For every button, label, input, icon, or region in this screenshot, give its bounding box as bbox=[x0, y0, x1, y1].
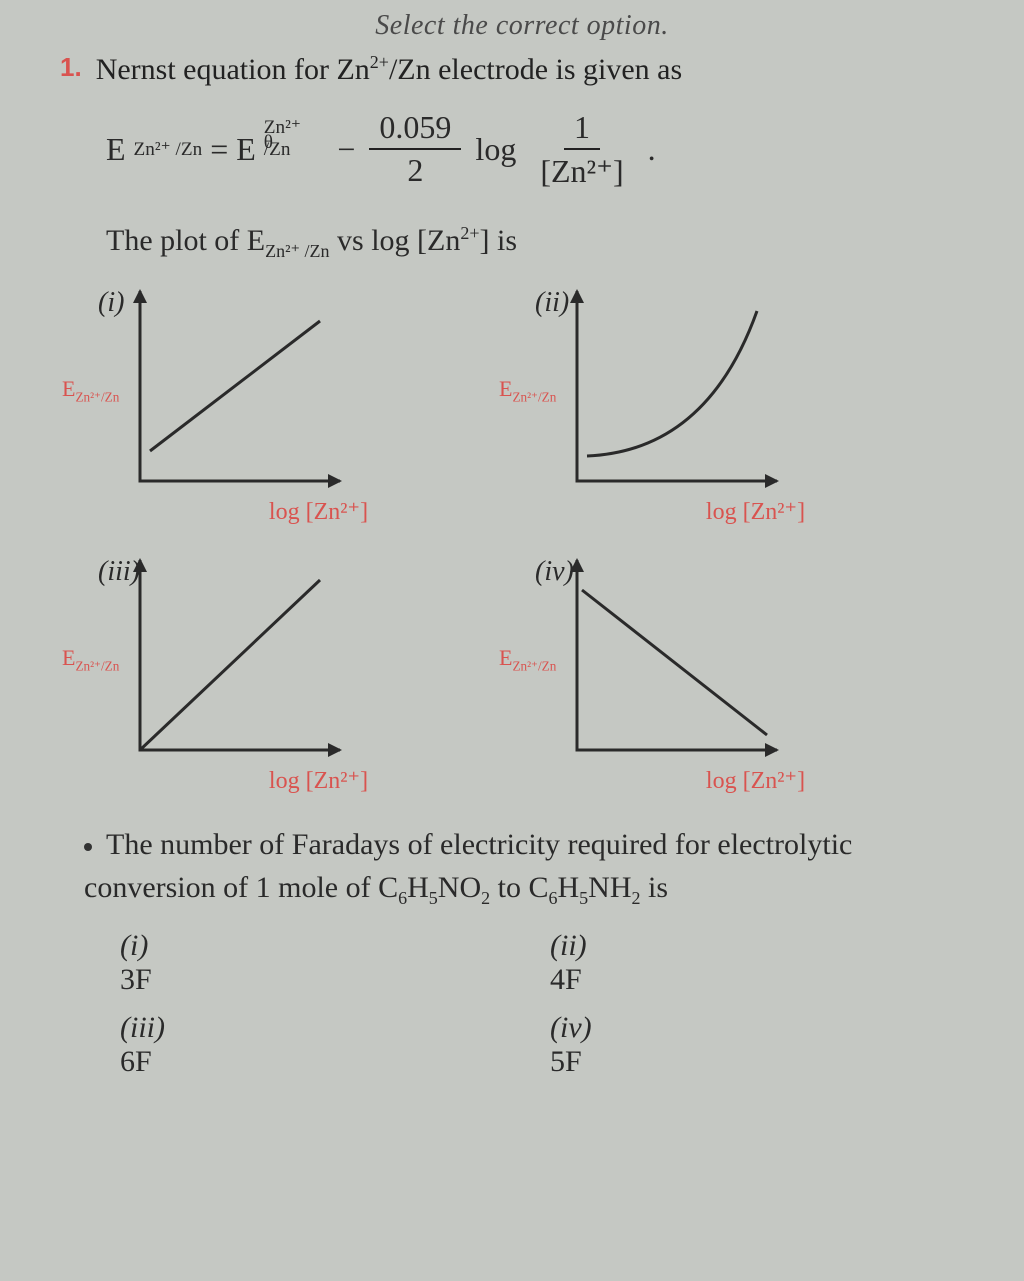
q2-option-iv: (iv) 5F bbox=[550, 1011, 960, 1079]
plot-statement: The plot of EZn²⁺ /Zn vs log [Zn2+] is bbox=[106, 218, 984, 265]
plot-line-i bbox=[150, 321, 320, 451]
plot-line-iii bbox=[140, 580, 320, 750]
q2-sub1: 6 bbox=[398, 888, 407, 908]
graph-svg-iv bbox=[557, 550, 787, 760]
eq-end: . bbox=[648, 131, 656, 168]
plot-line-iv bbox=[582, 590, 767, 735]
y-axis-label-iii: EZn²⁺/Zn bbox=[62, 645, 119, 674]
q2-text-e: H bbox=[557, 871, 579, 904]
eq-estd: E bbox=[236, 131, 256, 168]
q1-sup-1: 2+ bbox=[370, 52, 389, 72]
graph-svg-iii bbox=[120, 550, 350, 760]
graph-option-iii: (iii) EZn²⁺/Zn log [Zn²⁺] bbox=[120, 550, 517, 795]
q2-sub3: 2 bbox=[481, 888, 490, 908]
graphs-grid: (i) EZn²⁺/Zn log [Zn²⁺] (ii) EZn²⁺/Zn lo… bbox=[120, 281, 954, 795]
q2-option-ii: (ii) 4F bbox=[550, 929, 960, 997]
eq-logfrac-num: 1 bbox=[564, 109, 600, 150]
y-axis-label-iv: EZn²⁺/Zn bbox=[499, 645, 556, 674]
q2-sub6: 2 bbox=[632, 888, 641, 908]
eq-frac-den: 2 bbox=[397, 150, 433, 189]
eq-log-fraction: 1 [Zn²⁺] bbox=[530, 109, 633, 190]
q2-sub5: 5 bbox=[579, 888, 588, 908]
q1-text-mid: /Zn electrode is given as bbox=[389, 53, 682, 86]
q2-sub2: 5 bbox=[429, 888, 438, 908]
x-axis-label-iii: log [Zn²⁺] bbox=[120, 766, 517, 795]
y-axis-label-ii: EZn²⁺/Zn bbox=[499, 376, 556, 405]
x-axis-label-ii: log [Zn²⁺] bbox=[557, 497, 954, 526]
q1-text-a: Nernst equation for Zn bbox=[96, 53, 370, 86]
q2-text-d: to C bbox=[490, 871, 548, 904]
plot-sub: Zn²⁺ /Zn bbox=[265, 241, 329, 261]
question-2-text: The number of Faradays of electricity re… bbox=[84, 823, 960, 912]
graph-option-ii: (ii) EZn²⁺/Zn log [Zn²⁺] bbox=[557, 281, 954, 526]
option-label-iv: (iv) bbox=[535, 556, 574, 588]
eq-logfrac-den: [Zn²⁺] bbox=[530, 150, 633, 190]
eq-lhs-e: E bbox=[106, 131, 126, 168]
q2-option-i: (i) 3F bbox=[120, 929, 530, 997]
eq-frac-num: 0.059 bbox=[369, 109, 461, 150]
nernst-equation: EZn²⁺ /Zn = EθZn²⁺ /Zn − 0.059 2 log 1 [… bbox=[106, 109, 984, 190]
eq-estd-sub: Zn²⁺ /Zn bbox=[264, 115, 301, 161]
header-fragment: Select the correct option. bbox=[60, 10, 984, 42]
plot-sup: 2+ bbox=[460, 223, 479, 243]
eq-log: log bbox=[475, 131, 516, 168]
graph-svg-i bbox=[120, 281, 350, 491]
question-text: Nernst equation for Zn2+/Zn electrode is… bbox=[96, 50, 682, 91]
eq-lhs-sub: Zn²⁺ /Zn bbox=[134, 137, 203, 161]
bullet-icon bbox=[84, 843, 92, 851]
eq-minus: − bbox=[337, 131, 355, 168]
q2-text-g: is bbox=[641, 871, 669, 904]
graph-option-i: (i) EZn²⁺/Zn log [Zn²⁺] bbox=[120, 281, 517, 526]
graph-svg-ii bbox=[557, 281, 787, 491]
y-axis-label-i: EZn²⁺/Zn bbox=[62, 376, 119, 405]
plot-text-a: The plot of E bbox=[106, 224, 265, 257]
x-axis-label-i: log [Zn²⁺] bbox=[120, 497, 517, 526]
question-1: 1. Nernst equation for Zn2+/Zn electrode… bbox=[60, 50, 984, 91]
q2-text-c: NO bbox=[438, 871, 481, 904]
plot-line-ii bbox=[587, 311, 757, 456]
q2-text-f: NH bbox=[588, 871, 631, 904]
option-label-ii: (ii) bbox=[535, 287, 569, 319]
graph-option-iv: (iv) EZn²⁺/Zn log [Zn²⁺] bbox=[557, 550, 954, 795]
eq-fraction-coef: 0.059 2 bbox=[369, 109, 461, 189]
q2-option-iii: (iii) 6F bbox=[120, 1011, 530, 1079]
x-axis-label-iv: log [Zn²⁺] bbox=[557, 766, 954, 795]
plot-text-c: ] is bbox=[480, 224, 518, 257]
question-number: 1. bbox=[60, 52, 82, 83]
q2-options: (i) 3F (ii) 4F (iii) 6F (iv) 5F bbox=[120, 929, 960, 1079]
option-label-iii: (iii) bbox=[98, 556, 140, 588]
option-label-i: (i) bbox=[98, 287, 124, 319]
q2-text-b: H bbox=[407, 871, 429, 904]
plot-text-b: vs log [Zn bbox=[337, 224, 460, 257]
eq-equals: = bbox=[210, 131, 228, 168]
